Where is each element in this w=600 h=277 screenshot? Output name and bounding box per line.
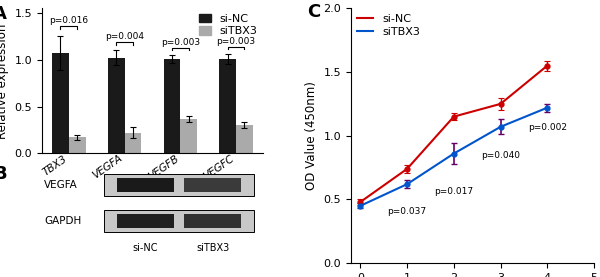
Bar bbox=[184, 178, 241, 192]
Text: B: B bbox=[0, 165, 7, 183]
Text: p=0.040: p=0.040 bbox=[481, 151, 520, 160]
Bar bbox=[184, 214, 241, 228]
Bar bbox=[104, 174, 254, 196]
Bar bbox=[69, 137, 86, 153]
Text: si-NC: si-NC bbox=[133, 243, 158, 253]
Bar bbox=[108, 58, 125, 153]
Bar bbox=[125, 133, 141, 153]
Bar bbox=[116, 214, 173, 228]
Text: GAPDH: GAPDH bbox=[44, 216, 82, 226]
Bar bbox=[236, 125, 253, 153]
Legend: si-NC, siTBX3: si-NC, siTBX3 bbox=[199, 14, 257, 36]
Text: C: C bbox=[307, 3, 320, 21]
Text: p=0.003: p=0.003 bbox=[217, 37, 256, 46]
Text: p=0.003: p=0.003 bbox=[161, 38, 200, 47]
Text: A: A bbox=[0, 6, 7, 24]
Y-axis label: Relative expression: Relative expression bbox=[0, 23, 9, 138]
Legend: si-NC, siTBX3: si-NC, siTBX3 bbox=[356, 14, 420, 37]
Bar bbox=[104, 210, 254, 232]
Bar bbox=[181, 119, 197, 153]
Bar bbox=[164, 59, 181, 153]
Text: p=0.017: p=0.017 bbox=[434, 187, 473, 196]
Text: p=0.004: p=0.004 bbox=[105, 32, 144, 41]
Bar bbox=[220, 59, 236, 153]
Text: p=0.002: p=0.002 bbox=[528, 123, 567, 132]
Text: VEGFA: VEGFA bbox=[44, 180, 78, 190]
Text: p=0.016: p=0.016 bbox=[49, 16, 88, 25]
Text: p=0.037: p=0.037 bbox=[388, 207, 427, 216]
Bar bbox=[116, 178, 173, 192]
Text: siTBX3: siTBX3 bbox=[196, 243, 229, 253]
Bar bbox=[52, 53, 69, 153]
Y-axis label: OD Value (450nm): OD Value (450nm) bbox=[305, 81, 318, 190]
